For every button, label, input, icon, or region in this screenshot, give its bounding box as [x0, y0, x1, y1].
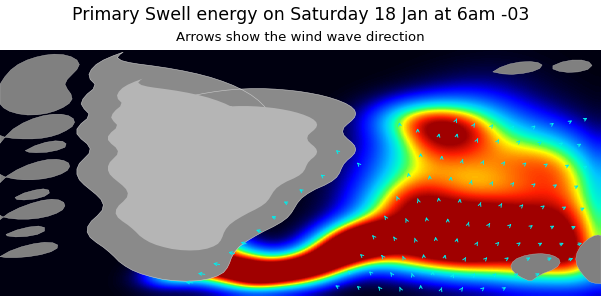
Polygon shape — [0, 114, 75, 143]
Polygon shape — [0, 159, 70, 183]
Polygon shape — [493, 62, 542, 74]
Polygon shape — [15, 189, 49, 200]
Polygon shape — [576, 235, 601, 284]
Polygon shape — [553, 60, 592, 73]
Polygon shape — [511, 254, 560, 281]
Polygon shape — [0, 242, 58, 258]
Polygon shape — [77, 52, 356, 281]
Polygon shape — [6, 226, 44, 237]
Polygon shape — [108, 79, 317, 250]
Text: Arrows show the wind wave direction: Arrows show the wind wave direction — [176, 31, 425, 44]
Polygon shape — [25, 141, 66, 153]
Text: Primary Swell energy on Saturday 18 Jan at 6am -03: Primary Swell energy on Saturday 18 Jan … — [72, 6, 529, 24]
Polygon shape — [0, 199, 65, 220]
Polygon shape — [0, 54, 79, 115]
